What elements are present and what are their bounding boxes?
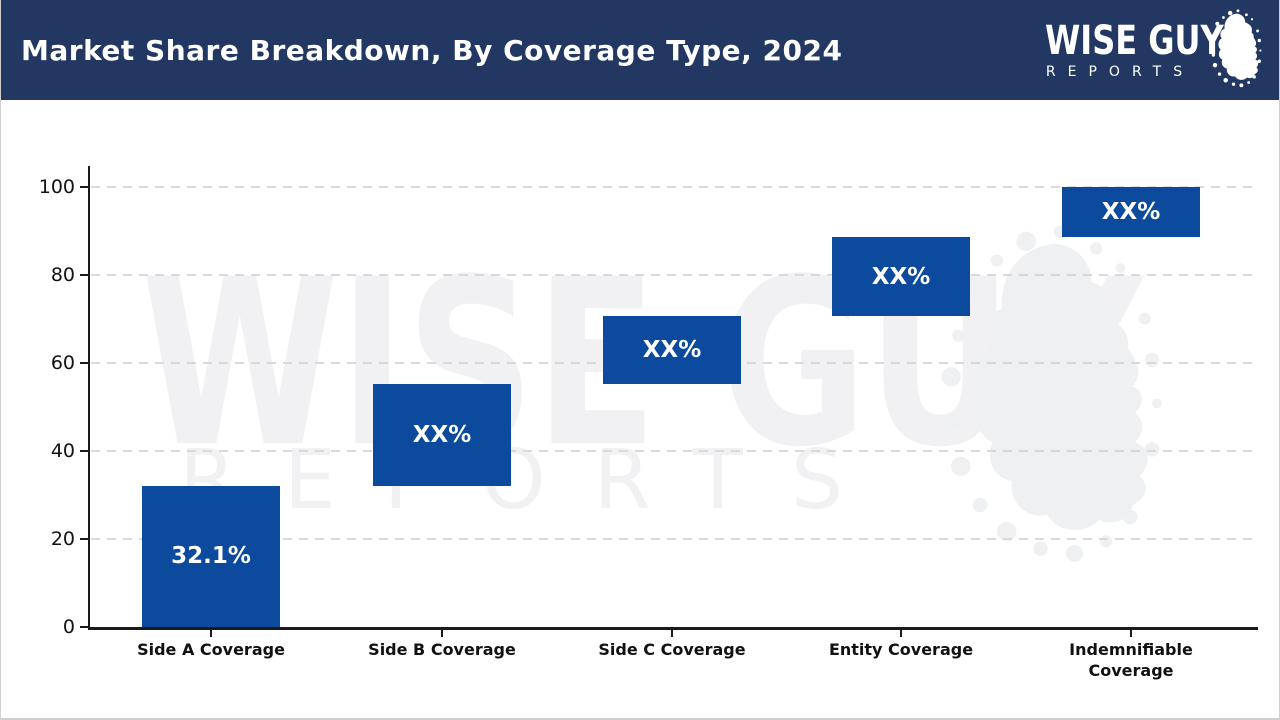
y-tick-label-20: 20 bbox=[50, 528, 75, 550]
y-tick-label-100: 100 bbox=[38, 176, 75, 198]
gridline-y-100 bbox=[91, 186, 1257, 188]
gridline-y-80 bbox=[91, 274, 1257, 276]
y-tick-mark-60 bbox=[80, 362, 88, 364]
header-bar: Market Share Breakdown, By Coverage Type… bbox=[1, 0, 1279, 100]
y-tick-label-80: 80 bbox=[50, 264, 75, 286]
x-tick-mark-side-c-coverage bbox=[671, 630, 673, 637]
logo-wordmark: WISE GUY bbox=[1045, 17, 1224, 64]
y-tick-mark-100 bbox=[80, 186, 88, 188]
y-tick-mark-0 bbox=[80, 626, 88, 628]
bar-entity-coverage: XX% bbox=[832, 237, 970, 316]
x-tick-label-indemnifiable-coverage: Indemnifiable Coverage bbox=[1069, 640, 1193, 680]
y-tick-mark-80 bbox=[80, 274, 88, 276]
gridline-y-40 bbox=[91, 450, 1257, 452]
y-tick-label-60: 60 bbox=[50, 352, 75, 374]
bar-value-label-side-c-coverage: XX% bbox=[642, 337, 702, 363]
x-tick-mark-indemnifiable-coverage bbox=[1130, 630, 1132, 637]
bar-value-label-side-b-coverage: XX% bbox=[412, 421, 472, 448]
x-tick-label-side-a-coverage: Side A Coverage bbox=[137, 640, 285, 659]
wiseguy-logo-text: WISE GUY REPORTS bbox=[1027, 17, 1224, 80]
y-tick-mark-20 bbox=[80, 538, 88, 540]
y-tick-label-40: 40 bbox=[50, 440, 75, 462]
logo-subtext: REPORTS bbox=[1045, 63, 1195, 80]
wiseguy-logo: WISE GUY REPORTS bbox=[1027, 6, 1267, 94]
x-tick-mark-entity-coverage bbox=[900, 630, 902, 637]
gridline-y-20 bbox=[91, 538, 1257, 540]
page-title: Market Share Breakdown, By Coverage Type… bbox=[21, 33, 843, 67]
x-tick-mark-side-a-coverage bbox=[210, 630, 212, 637]
wiseguy-face-logo-icon bbox=[1210, 9, 1262, 88]
x-tick-mark-side-b-coverage bbox=[441, 630, 443, 637]
wiseguy-face-watermark-icon bbox=[941, 225, 1162, 562]
bar-value-label-entity-coverage: XX% bbox=[871, 263, 931, 290]
x-tick-label-side-b-coverage: Side B Coverage bbox=[368, 640, 516, 659]
bar-value-label-indemnifiable-coverage: XX% bbox=[1101, 199, 1161, 226]
x-tick-label-side-c-coverage: Side C Coverage bbox=[598, 640, 746, 659]
bar-side-b-coverage: XX% bbox=[373, 384, 511, 486]
y-tick-mark-40 bbox=[80, 450, 88, 452]
x-axis-line bbox=[88, 627, 1258, 630]
y-axis-line bbox=[88, 166, 90, 630]
bar-side-a-coverage: 32.1% bbox=[142, 485, 280, 627]
x-tick-label-entity-coverage: Entity Coverage bbox=[828, 640, 974, 659]
bar-side-c-coverage: XX% bbox=[603, 315, 741, 385]
bar-value-label-side-a-coverage: 32.1% bbox=[171, 543, 251, 570]
y-tick-label-0: 0 bbox=[62, 616, 75, 638]
bar-indemnifiable-coverage: XX% bbox=[1062, 187, 1200, 238]
